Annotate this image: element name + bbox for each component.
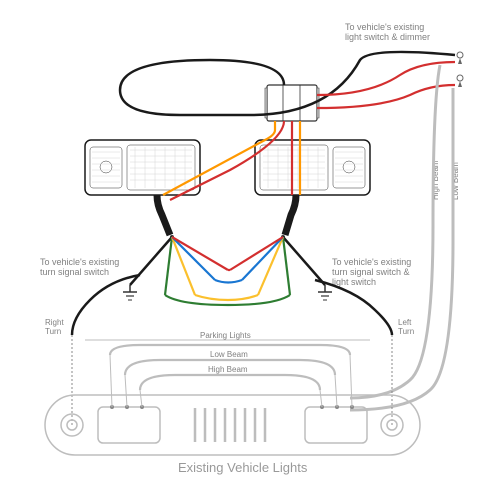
- label-parking: Parking Lights: [200, 331, 251, 340]
- label-leftsig-1: To vehicle's existing: [40, 257, 119, 267]
- wire-fan-l-yellow: [172, 237, 195, 295]
- cable-left: [157, 195, 170, 235]
- wire-highbeam-g: [140, 375, 320, 390]
- label-rightsig-3: light switch: [332, 277, 376, 287]
- wire-gray-highbeam: [350, 65, 440, 398]
- label-rightsig-2: turn signal switch &: [332, 267, 410, 277]
- label-rightturn: Right: [45, 318, 64, 327]
- label-rightsig-1: To vehicle's existing: [332, 257, 411, 267]
- wire-fan-l-black: [130, 237, 172, 285]
- terminal-1: [457, 52, 463, 58]
- vehicle-panel: [45, 395, 420, 455]
- label-lightswitch-1: To vehicle's existing: [345, 22, 424, 32]
- label-leftsig-2: turn signal switch: [40, 267, 109, 277]
- label-leftturn: Left: [398, 318, 412, 327]
- wire-fan-r-black: [283, 237, 325, 285]
- wire-gray-lowbeam: [350, 88, 453, 410]
- wire-yellow-join: [195, 295, 258, 300]
- terminal-2: [457, 75, 463, 81]
- headlight-right: [255, 140, 370, 195]
- wire-turn-left: [315, 280, 392, 335]
- wire-fan-l-green: [165, 237, 172, 295]
- label-lowbeam: Low Beam: [210, 350, 248, 359]
- label-highbeam: High Beam: [208, 365, 248, 374]
- label-lightswitch-2: light switch & dimmer: [345, 32, 430, 42]
- label-leftturn2: Turn: [398, 327, 414, 336]
- wiring-diagram: To vehicle's existing light switch & dim…: [0, 0, 500, 500]
- headlight-left: [85, 140, 200, 195]
- cable-right: [285, 195, 296, 235]
- ground-right: [318, 285, 332, 300]
- ground-left: [123, 285, 137, 300]
- wire-blue-join: [215, 280, 242, 283]
- wire-fan-r-green: [283, 237, 290, 295]
- wire-red-top1: [317, 62, 455, 95]
- label-rightturn2: Turn: [45, 327, 61, 336]
- label-existing: Existing Vehicle Lights: [178, 460, 308, 475]
